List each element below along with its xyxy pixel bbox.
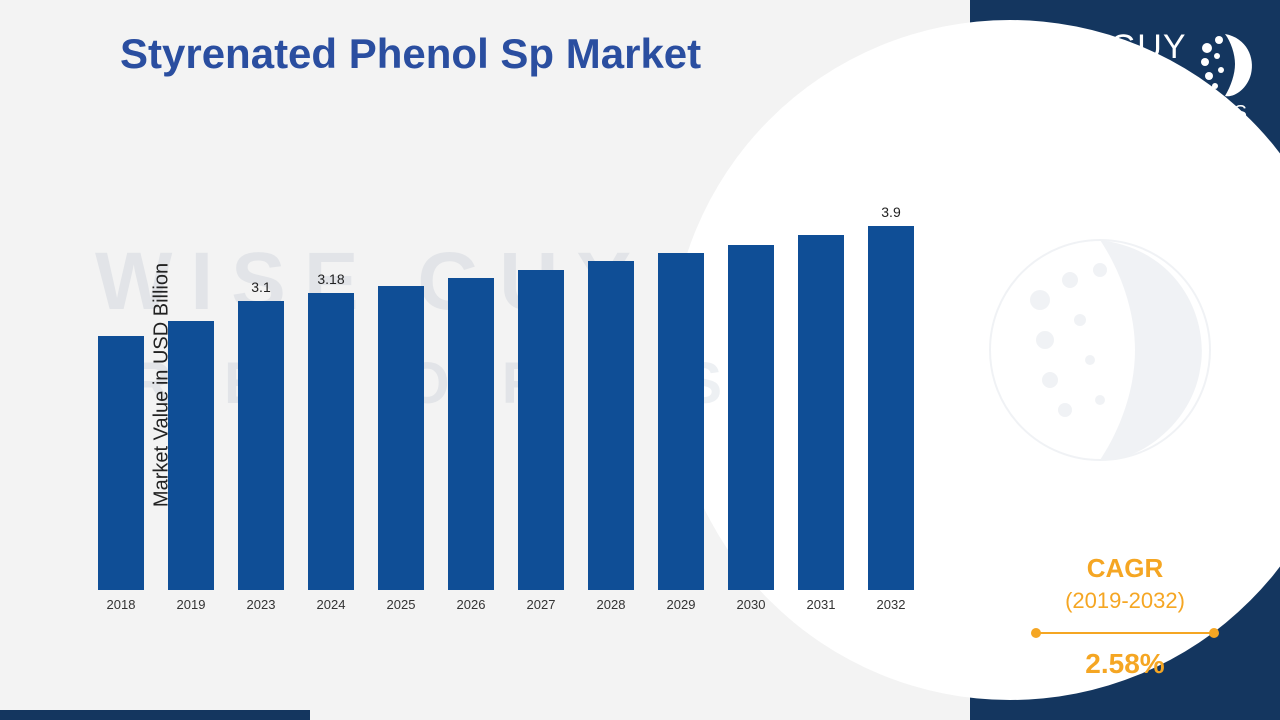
bar-value-label: 3.18 bbox=[308, 271, 354, 287]
bar bbox=[168, 321, 214, 590]
main-area: Styrenated Phenol Sp Market WISE GUY R E… bbox=[0, 0, 970, 720]
bar bbox=[588, 261, 634, 590]
bar bbox=[798, 235, 844, 590]
bar-chart: Market Value in USD Billion 201820193.12… bbox=[60, 150, 940, 620]
x-tick-label: 2024 bbox=[296, 597, 366, 612]
logo-head-icon bbox=[1195, 30, 1255, 100]
logo-text-line1: WISE GUY bbox=[1009, 30, 1187, 64]
chart-title: Styrenated Phenol Sp Market bbox=[120, 30, 701, 78]
bar bbox=[518, 270, 564, 590]
cagr-value: 2.58% bbox=[970, 648, 1280, 680]
x-tick-label: 2023 bbox=[226, 597, 296, 612]
bar-rect bbox=[658, 253, 704, 590]
bar: 3.18 bbox=[308, 293, 354, 590]
bar bbox=[448, 278, 494, 590]
bar-value-label: 3.9 bbox=[868, 204, 914, 220]
bar-rect bbox=[308, 293, 354, 590]
cagr-years: (2019-2032) bbox=[970, 588, 1280, 614]
bar-rect bbox=[378, 286, 424, 590]
plot-area: 201820193.120233.18202420252026202720282… bbox=[98, 170, 918, 590]
x-tick-label: 2029 bbox=[646, 597, 716, 612]
x-tick-label: 2030 bbox=[716, 597, 786, 612]
bar-rect bbox=[728, 245, 774, 590]
watermark-head-icon bbox=[950, 200, 1250, 505]
x-tick-label: 2027 bbox=[506, 597, 576, 612]
logo-text-line2: R E P O R T S bbox=[1009, 102, 1255, 125]
x-tick-label: 2025 bbox=[366, 597, 436, 612]
bar-rect bbox=[588, 261, 634, 590]
bar-rect bbox=[518, 270, 564, 590]
bar bbox=[98, 336, 144, 590]
bar bbox=[378, 286, 424, 590]
bar-value-label: 3.1 bbox=[238, 279, 284, 295]
x-tick-label: 2018 bbox=[86, 597, 156, 612]
bar-rect bbox=[98, 336, 144, 590]
cagr-label: CAGR bbox=[970, 553, 1280, 584]
report-infographic: WISE GUY R E P O R T S Styrenated Phenol… bbox=[0, 0, 1280, 720]
bar-rect bbox=[868, 226, 914, 590]
bar bbox=[728, 245, 774, 590]
bottom-accent-bar bbox=[0, 710, 310, 720]
x-tick-label: 2019 bbox=[156, 597, 226, 612]
x-tick-label: 2026 bbox=[436, 597, 506, 612]
x-tick-label: 2031 bbox=[786, 597, 856, 612]
cagr-divider bbox=[1035, 632, 1215, 634]
brand-logo: WISE GUY R E P O R T S bbox=[1009, 30, 1255, 125]
bar-rect bbox=[798, 235, 844, 590]
bar bbox=[658, 253, 704, 590]
bar: 3.1 bbox=[238, 301, 284, 590]
bar: 3.9 bbox=[868, 226, 914, 590]
bar-rect bbox=[238, 301, 284, 590]
bar-rect bbox=[448, 278, 494, 590]
x-tick-label: 2032 bbox=[856, 597, 926, 612]
cagr-block: CAGR (2019-2032) 2.58% bbox=[970, 553, 1280, 680]
bar-rect bbox=[168, 321, 214, 590]
x-tick-label: 2028 bbox=[576, 597, 646, 612]
